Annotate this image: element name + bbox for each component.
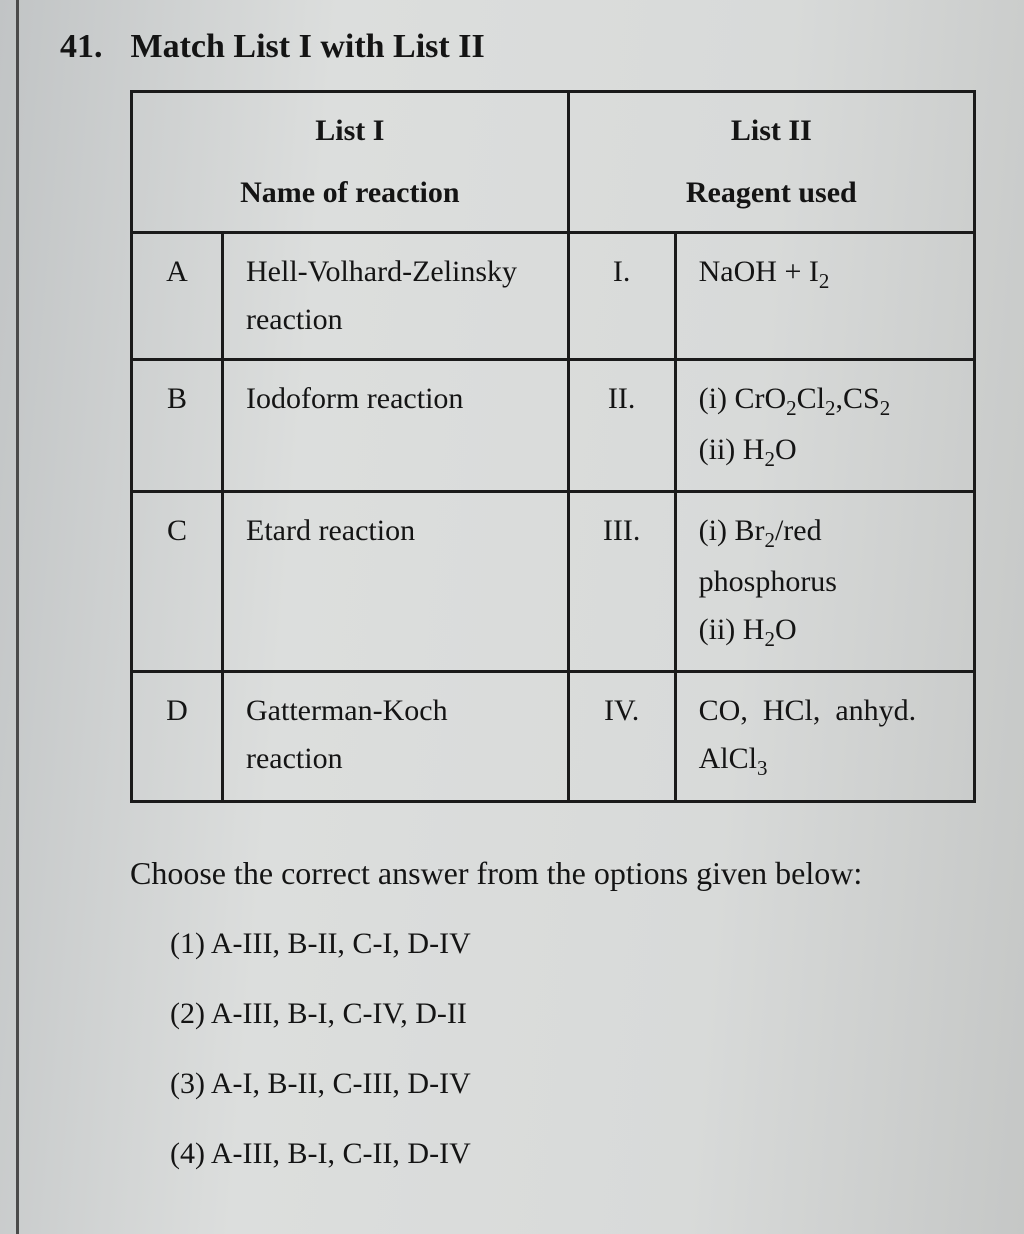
header-list1: List I Name of reaction: [132, 92, 569, 233]
page: 41. Match List I with List II List I Nam…: [0, 0, 1024, 1234]
row-label: C: [132, 492, 223, 672]
question-title: Match List I with List II: [131, 28, 485, 66]
question-number: 41.: [60, 28, 103, 66]
row-roman: II.: [568, 360, 675, 492]
answer-prompt: Choose the correct answer from the optio…: [130, 841, 950, 905]
table-row: D Gatterman-Koch reaction IV. CO, HCl, a…: [132, 672, 975, 802]
row-label: A: [132, 233, 223, 360]
match-table: List I Name of reaction List II Reagent …: [130, 90, 976, 803]
row-label: D: [132, 672, 223, 802]
option-4[interactable]: (4) A-III, B-I, C-II, D-IV: [170, 1121, 976, 1187]
table-body: A Hell-Volhard-Zelinsky reaction I. NaOH…: [132, 233, 975, 802]
row-reagent: (i) CrO2Cl2,CS2(ii) H2O: [675, 360, 974, 492]
row-roman: IV.: [568, 672, 675, 802]
header-list1-title: List I: [315, 114, 384, 147]
table-header-row: List I Name of reaction List II Reagent …: [132, 92, 975, 233]
table-row: B Iodoform reaction II. (i) CrO2Cl2,CS2(…: [132, 360, 975, 492]
options-list: (1) A-III, B-II, C-I, D-IV (2) A-III, B-…: [170, 911, 976, 1187]
row-name: Hell-Volhard-Zelinsky reaction: [223, 233, 569, 360]
header-list2: List II Reagent used: [568, 92, 974, 233]
row-name: Etard reaction: [223, 492, 569, 672]
row-reagent: CO, HCl, anhyd.AlCl3: [675, 672, 974, 802]
option-2[interactable]: (2) A-III, B-I, C-IV, D-II: [170, 981, 976, 1047]
row-roman: III.: [568, 492, 675, 672]
row-reagent: (i) Br2/red phosphorus(ii) H2O: [675, 492, 974, 672]
row-name: Gatterman-Koch reaction: [223, 672, 569, 802]
table-row: A Hell-Volhard-Zelinsky reaction I. NaOH…: [132, 233, 975, 360]
option-1[interactable]: (1) A-III, B-II, C-I, D-IV: [170, 911, 976, 977]
header-list2-title: List II: [731, 114, 812, 147]
row-reagent: NaOH + I2: [675, 233, 974, 360]
row-name: Iodoform reaction: [223, 360, 569, 492]
row-roman: I.: [568, 233, 675, 360]
option-3[interactable]: (3) A-I, B-II, C-III, D-IV: [170, 1051, 976, 1117]
question-line: 41. Match List I with List II: [60, 28, 976, 66]
table-row: C Etard reaction III. (i) Br2/red phosph…: [132, 492, 975, 672]
header-list1-sub: Name of reaction: [155, 169, 545, 217]
header-list2-sub: Reagent used: [592, 169, 951, 217]
row-label: B: [132, 360, 223, 492]
